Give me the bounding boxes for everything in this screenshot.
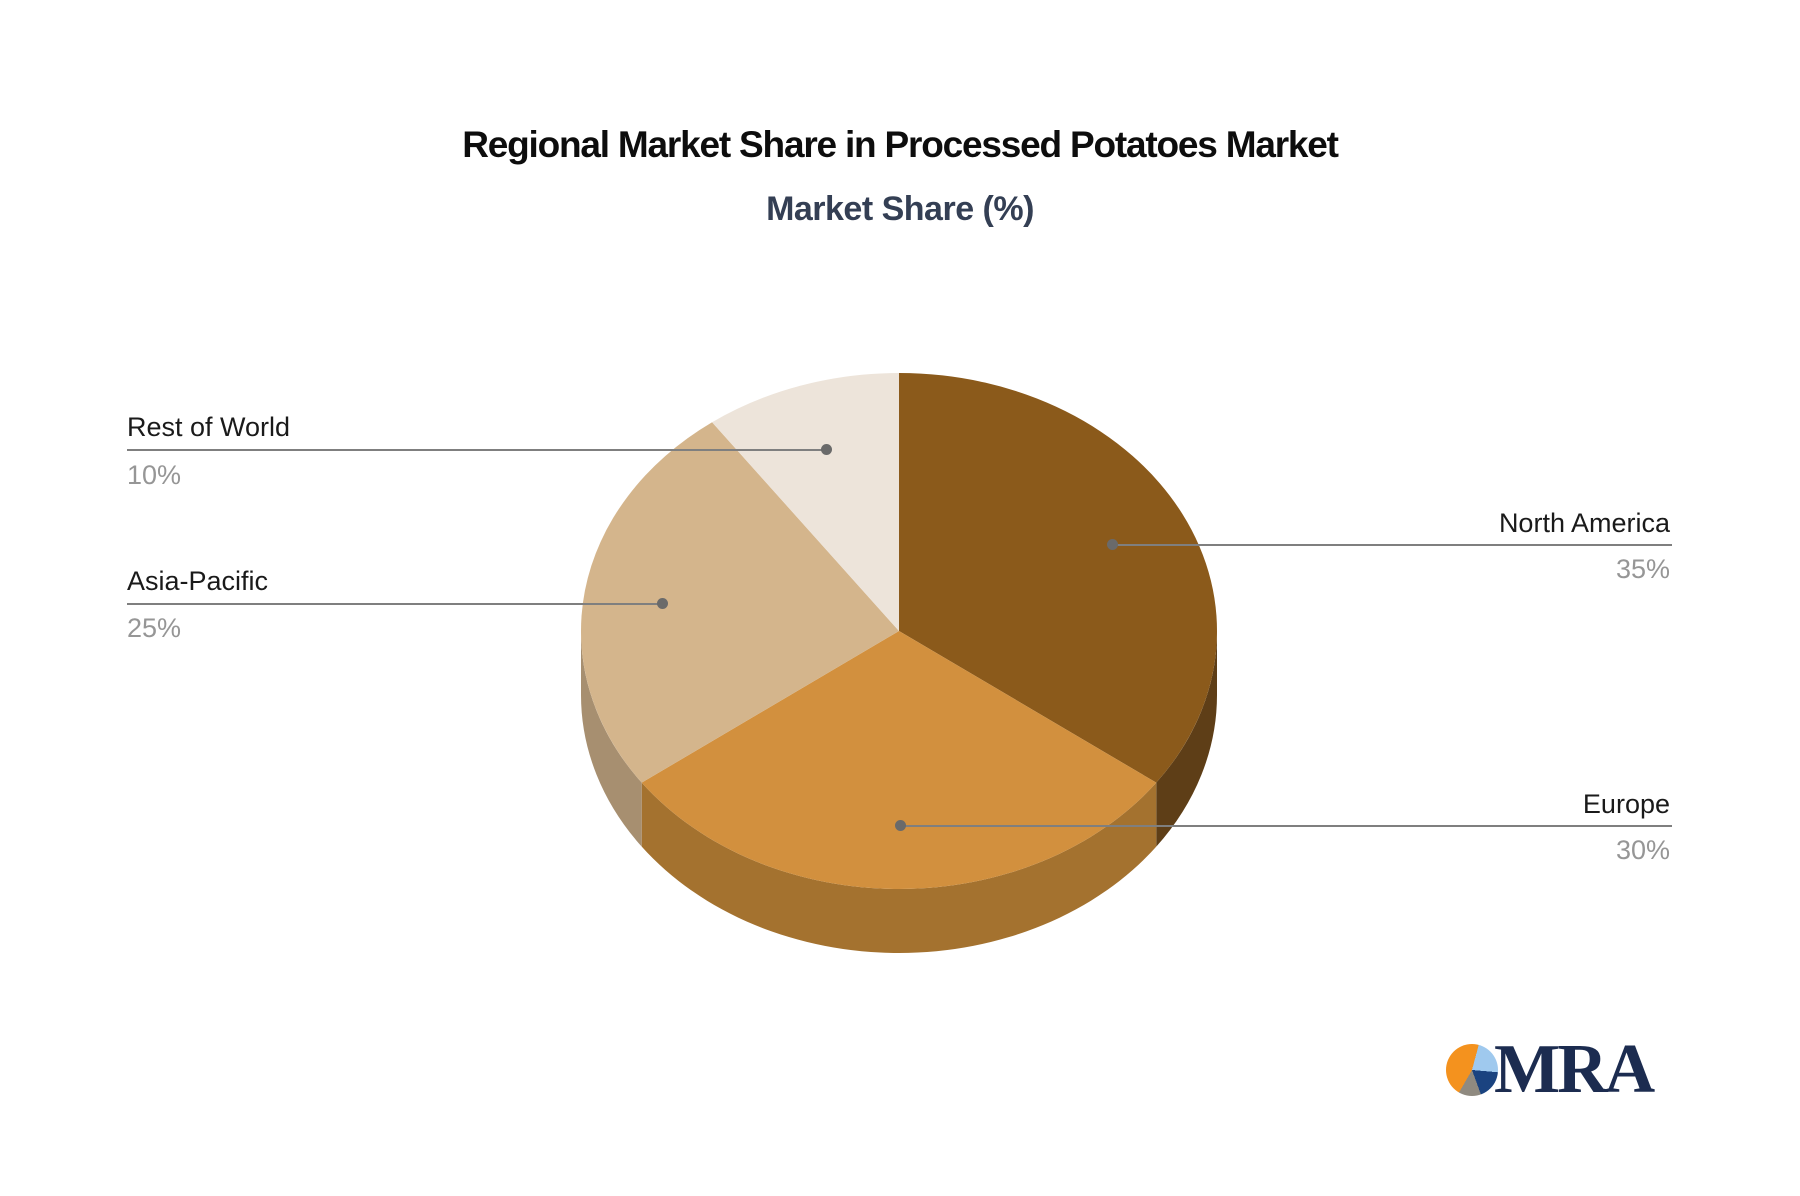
callout-dot-asia-pacific [657, 598, 668, 609]
callout-label-europe: Europe [1582, 789, 1670, 819]
callout-line-rest-of-world [127, 449, 827, 451]
callout-dot-north-america [1107, 539, 1118, 550]
pie-side-north-america [1156, 631, 1217, 847]
callout-value-europe: 30% [1615, 835, 1670, 865]
pie-slice-north-america [899, 373, 1218, 783]
callout-label-asia-pacific: Asia-Pacific [127, 566, 269, 596]
logo-text: MRA [1494, 1031, 1655, 1108]
callout-line-europe [901, 825, 1672, 827]
logo-pie-icon [1446, 1044, 1498, 1096]
pie-slice-rest-of-world [712, 373, 899, 631]
chart-title: Regional Market Share in Processed Potat… [462, 124, 1339, 165]
pie-slice-asia-pacific [580, 422, 899, 783]
pie-slice-europe [641, 631, 1157, 890]
callout-dot-europe [895, 820, 906, 831]
pie-side-asia-pacific [581, 631, 642, 847]
callout-value-asia-pacific: 25% [127, 613, 182, 643]
callout-value-rest-of-world: 10% [127, 460, 182, 490]
chart-subtitle: Market Share (%) [766, 190, 1034, 228]
callout-dot-rest-of-world [821, 444, 832, 455]
callout-value-north-america: 35% [1615, 554, 1670, 584]
callout-line-north-america [1113, 544, 1672, 546]
callout-line-asia-pacific [127, 603, 663, 605]
callout-label-rest-of-world: Rest of World [127, 412, 291, 442]
pie-side-europe [641, 782, 1157, 954]
callout-label-north-america: North America [1498, 508, 1670, 538]
